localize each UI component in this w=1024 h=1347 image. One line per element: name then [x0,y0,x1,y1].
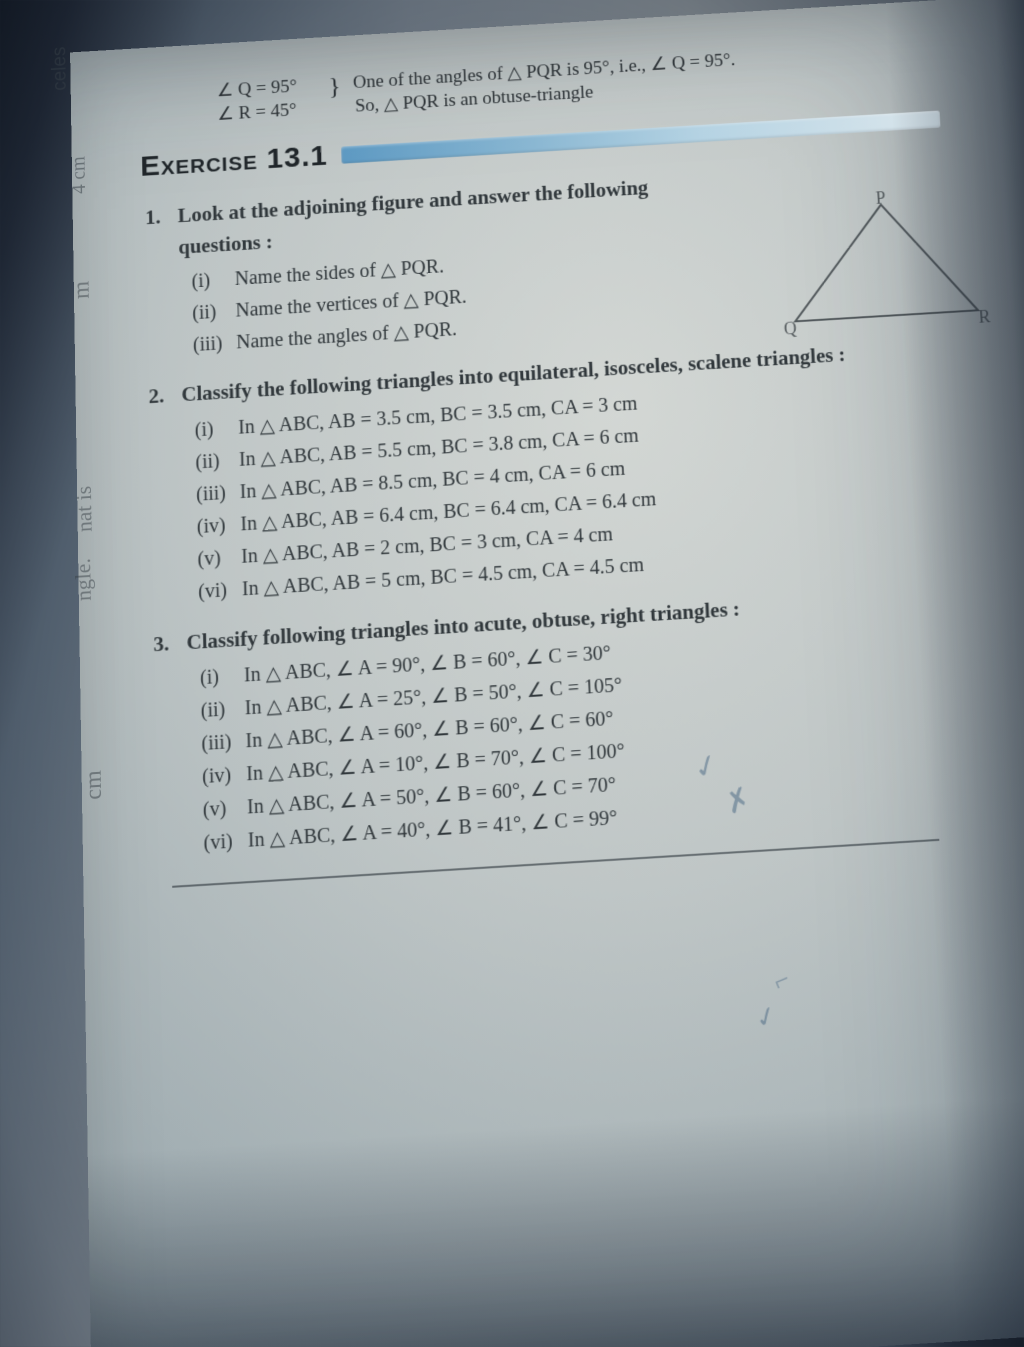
question-2: 2. Classify the following triangles into… [148,333,964,611]
pen-tick-icon: ⌐ [767,959,796,1003]
vertex-label: P [875,185,886,212]
roman: (ii) [200,694,245,728]
question-number: 1. [145,201,173,234]
roman: (v) [197,542,241,575]
roman: (i) [200,661,245,694]
triangle-pqr-figure: P Q R [778,187,991,334]
margin-snippet: nat is [67,485,102,533]
roman: (vi) [203,826,248,860]
exercise-bar-graphic [341,111,940,164]
roman: (iii) [196,477,240,510]
roman: (iii) [201,727,246,761]
margin-snippet: ngle. [66,557,101,602]
roman: (vi) [198,575,242,608]
margin-snippet: cm [76,769,114,801]
roman: (ii) [192,297,236,329]
margin-snippet: 4 cm [64,155,95,194]
question-stem: questions : [178,230,273,259]
question-3: 3. Classify following triangles into acu… [153,579,978,863]
sub-list: (i)In △ ABC, AB = 3.5 cm, BC = 3.5 cm, C… [194,370,964,608]
page-foot-shadow [88,1092,1024,1347]
roman: (iv) [197,510,241,543]
vertex-label: Q [783,316,797,344]
question-number: 2. [148,380,176,413]
textbook-page: celes 4 cm m nat is ngle. cm ∠ Q = 95° }… [70,0,1024,1347]
pen-tick-icon: ✓ [749,994,785,1041]
exercise-label: Exercise 13.1 [140,134,328,189]
roman: (iii) [193,329,237,362]
roman: (v) [203,793,248,827]
margin-snippet: m [64,280,101,300]
sub-list: (i)In △ ABC, ∠ A = 90°, ∠ B = 60°, ∠ C =… [200,617,978,860]
roman: (i) [191,265,235,297]
question-stem: Look at the adjoining figure and answer … [178,176,649,227]
question-number: 3. [153,627,182,661]
roman: (ii) [195,445,239,478]
roman: (i) [194,413,238,446]
vertex-label: R [978,304,991,332]
roman: (iv) [202,760,247,794]
margin-snippet: celes [45,46,76,92]
